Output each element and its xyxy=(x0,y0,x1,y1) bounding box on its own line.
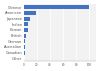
Bar xyxy=(24,17,30,21)
Bar xyxy=(24,5,89,9)
Bar xyxy=(24,22,28,26)
Bar xyxy=(24,28,28,32)
Bar xyxy=(24,34,26,38)
Bar xyxy=(24,11,36,15)
Bar xyxy=(24,45,25,49)
Bar xyxy=(24,39,25,43)
